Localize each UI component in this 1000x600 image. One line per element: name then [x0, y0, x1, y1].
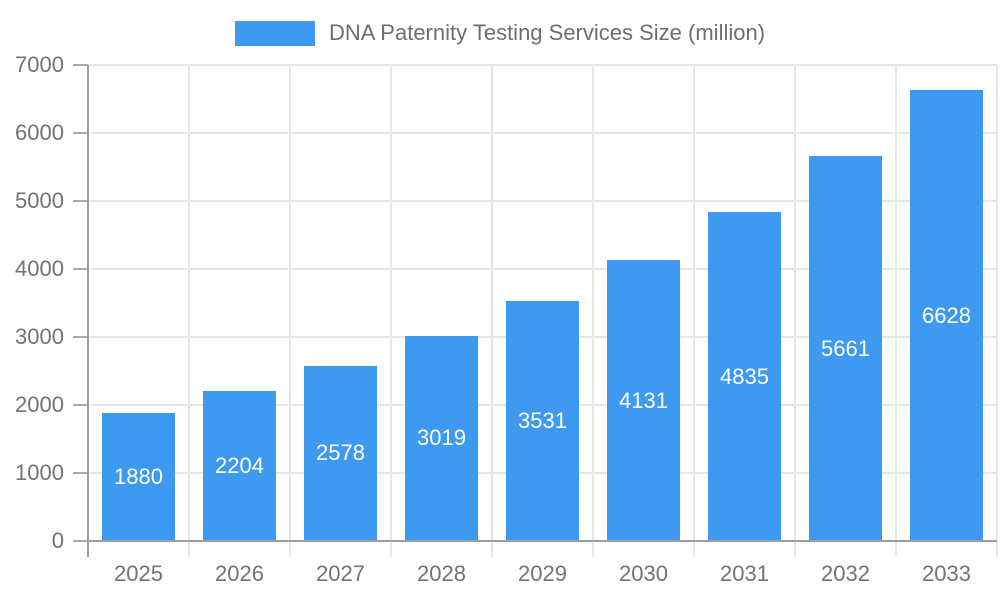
x-axis-tick-label: 2030 — [619, 561, 668, 586]
y-axis-tick-label: 5000 — [15, 188, 64, 213]
gridline-vertical — [289, 65, 291, 557]
y-axis-tick — [73, 472, 88, 474]
bar-value-label: 1880 — [114, 464, 163, 490]
y-axis-tick-label: 3000 — [15, 324, 64, 349]
y-axis-tick-label: 1000 — [15, 460, 64, 485]
gridline-horizontal — [88, 200, 997, 202]
gridline-vertical — [592, 65, 594, 557]
y-axis-tick — [73, 404, 88, 406]
bar-value-label: 3019 — [417, 425, 466, 451]
y-axis-tick-label: 4000 — [15, 256, 64, 281]
x-axis-tick-label: 2026 — [215, 561, 264, 586]
x-axis-line — [88, 540, 997, 542]
y-axis-tick — [73, 200, 88, 202]
x-axis-tick-label: 2032 — [821, 561, 870, 586]
x-axis-tick-label: 2031 — [720, 561, 769, 586]
bar: 3531 — [506, 300, 579, 541]
bar-value-label: 5661 — [821, 335, 870, 361]
legend-label: DNA Paternity Testing Services Size (mil… — [328, 20, 766, 45]
bar: 2204 — [203, 391, 276, 541]
y-axis-line — [87, 65, 89, 557]
x-axis-tick-label: 2029 — [518, 561, 567, 586]
y-axis-tick — [73, 64, 88, 66]
bar-value-label: 3531 — [518, 407, 567, 433]
x-axis-tick-label: 2025 — [114, 561, 163, 586]
legend: DNA Paternity Testing Services Size (mil… — [0, 20, 1000, 46]
y-axis-tick — [73, 268, 88, 270]
gridline-vertical — [491, 65, 493, 557]
gridline-horizontal — [88, 268, 997, 270]
gridline-vertical — [794, 65, 796, 557]
y-axis-tick-label: 0 — [51, 528, 64, 553]
bar-value-label: 4131 — [619, 387, 668, 413]
bar-value-label: 2578 — [316, 440, 365, 466]
gridline-horizontal — [88, 64, 997, 66]
gridline-vertical — [390, 65, 392, 557]
x-axis-tick-label: 2033 — [922, 561, 971, 586]
bar: 5661 — [809, 156, 882, 541]
y-axis-tick-label: 7000 — [15, 52, 64, 77]
x-axis-tick-label: 2028 — [417, 561, 466, 586]
gridline-vertical — [996, 65, 998, 557]
y-axis-tick-label: 2000 — [15, 392, 64, 417]
gridline-vertical — [895, 65, 897, 557]
gridline-vertical — [693, 65, 695, 557]
y-axis-tick — [73, 336, 88, 338]
bar: 6628 — [910, 90, 983, 541]
y-axis-tick-label: 6000 — [15, 120, 64, 145]
bar: 4835 — [708, 212, 781, 541]
bar: 1880 — [102, 413, 175, 541]
bar: 2578 — [304, 365, 377, 541]
bar-value-label: 2204 — [215, 453, 264, 479]
bar-value-label: 4835 — [720, 363, 769, 389]
bar-value-label: 6628 — [922, 302, 971, 328]
x-axis-tick-label: 2027 — [316, 561, 365, 586]
plot-area: 0 1000 2000 3000 4000 5000 6000 7000 1880 2025 220… — [15, 53, 998, 586]
y-axis-tick — [73, 132, 88, 134]
gridline-horizontal — [88, 132, 997, 134]
legend-swatch — [234, 20, 315, 46]
bar: 3019 — [405, 335, 478, 541]
y-axis-tick — [73, 540, 88, 542]
gridline-vertical — [188, 65, 190, 557]
bar: 4131 — [607, 260, 680, 541]
